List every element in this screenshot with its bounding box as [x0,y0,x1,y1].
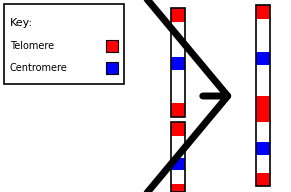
Bar [256,96,270,109]
Bar [171,136,185,158]
Bar [256,155,270,173]
Bar [106,40,118,52]
Bar [171,57,185,70]
Bar [171,103,185,117]
Bar [106,62,118,74]
Text: Key:: Key: [10,18,33,28]
Bar [171,70,185,103]
Bar [256,52,270,65]
Bar [171,158,185,170]
Bar [171,184,185,192]
Bar [256,5,270,186]
Bar [171,8,185,117]
Bar [171,170,185,184]
Bar [171,122,185,136]
Bar [256,109,270,122]
Text: Centromere: Centromere [10,63,68,73]
Bar [256,5,270,19]
Text: Telomere: Telomere [10,41,54,51]
Bar [256,142,270,155]
Bar [171,22,185,57]
Bar [171,122,185,192]
Bar [256,65,270,96]
Bar [256,122,270,142]
Bar [171,8,185,22]
Bar [256,173,270,186]
Bar [4,4,124,84]
Bar [256,19,270,52]
